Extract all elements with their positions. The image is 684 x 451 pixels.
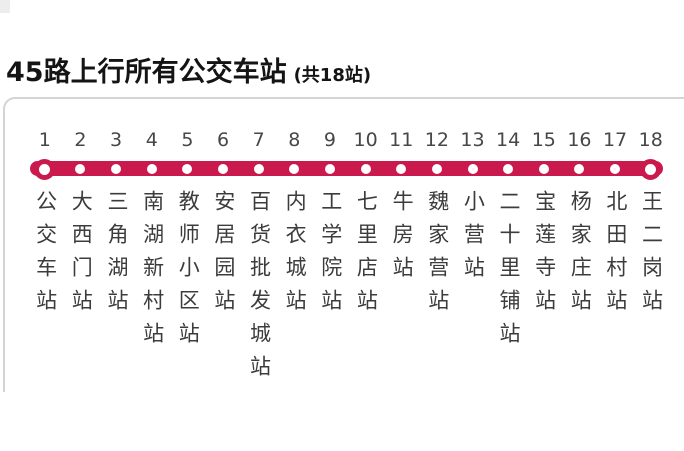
station-number: 8 (288, 129, 301, 151)
station-dot-icon (111, 164, 122, 174)
station-dot-icon (503, 164, 514, 174)
station-number: 2 (74, 129, 87, 151)
station-dot-slot (324, 152, 335, 186)
station-column: 17 北田村站 (597, 128, 633, 388)
station-count-label: (共18站) (293, 65, 372, 86)
station-column: 1 公交车站 (27, 128, 63, 388)
station-name: 魏家营站 (425, 190, 450, 322)
station-name: 宝莲寺站 (532, 190, 557, 322)
station-dot-slot (75, 152, 86, 186)
station-column: 15 宝莲寺站 (526, 128, 562, 388)
station-name: 公交车站 (33, 190, 58, 322)
station-name: 教师小区站 (176, 190, 201, 355)
station-column: 13 小营站 (455, 128, 491, 388)
station-number: 16 (567, 129, 592, 151)
station-dot-slot (146, 152, 157, 186)
station-number: 9 (323, 129, 336, 151)
station-dot-slot (182, 152, 193, 186)
station-dot-icon (324, 164, 335, 174)
station-name: 三角湖站 (104, 190, 129, 322)
station-name: 北田村站 (603, 190, 628, 322)
corner-artifact (0, 0, 10, 13)
station-dot-slot (111, 152, 122, 186)
station-number: 5 (181, 129, 194, 151)
station-column: 18 王二岗站 (633, 128, 669, 388)
station-name: 小营站 (461, 190, 486, 289)
station-dot-icon (75, 164, 86, 174)
station-column: 7 百货批发城站 (241, 128, 277, 388)
station-number: 7 (252, 129, 265, 151)
station-name: 南湖新村站 (140, 190, 165, 355)
station-number: 11 (389, 129, 414, 151)
station-number: 1 (38, 129, 51, 151)
station-number: 18 (638, 129, 663, 151)
station-column: 4 南湖新村站 (134, 128, 170, 388)
station-dot-slot (34, 152, 56, 186)
station-dot-icon (34, 158, 56, 180)
station-column: 10 七里店站 (348, 128, 384, 388)
station-column: 9 工学院站 (312, 128, 348, 388)
station-number: 12 (424, 129, 449, 151)
station-name: 牛房站 (390, 190, 415, 289)
station-dot-slot (253, 152, 264, 186)
station-number: 4 (145, 129, 158, 151)
station-number: 14 (496, 129, 521, 151)
station-dot-slot (574, 152, 585, 186)
station-dot-icon (396, 164, 407, 174)
station-number: 17 (602, 129, 628, 151)
station-column: 5 教师小区站 (170, 128, 206, 388)
station-name: 内衣城站 (283, 190, 308, 322)
station-dot-icon (574, 164, 585, 174)
station-name: 二十里铺站 (496, 190, 521, 355)
station-dot-icon (538, 164, 549, 174)
station-name: 百货批发城站 (247, 190, 272, 388)
station-column: 8 内衣城站 (276, 128, 312, 388)
station-dot-icon (218, 164, 229, 174)
station-dot-icon (289, 164, 300, 174)
station-dot-slot (289, 152, 300, 186)
station-column: 14 二十里铺站 (490, 128, 526, 388)
station-dot-icon (182, 164, 193, 174)
station-dot-slot (360, 152, 371, 186)
station-number: 3 (110, 129, 123, 151)
station-column: 3 三角湖站 (98, 128, 134, 388)
station-dot-slot (503, 152, 514, 186)
station-column: 2 大西门站 (63, 128, 99, 388)
station-dot-slot (218, 152, 229, 186)
station-name: 杨家庄站 (568, 190, 593, 322)
station-dot-icon (253, 164, 264, 174)
station-column: 12 魏家营站 (419, 128, 455, 388)
station-column: 16 杨家庄站 (562, 128, 598, 388)
station-number: 10 (353, 129, 378, 151)
station-name: 安居园站 (211, 190, 236, 322)
station-dot-slot (396, 152, 407, 186)
page-title: 45路上行所有公交车站 (共18站) (6, 56, 371, 93)
route-panel (3, 97, 684, 392)
station-dot-icon (360, 164, 371, 174)
station-dot-icon (640, 158, 662, 180)
station-name: 王二岗站 (639, 190, 664, 322)
station-dot-slot (610, 152, 621, 186)
station-dot-icon (610, 164, 621, 174)
station-name: 大西门站 (69, 190, 94, 322)
station-number: 13 (460, 129, 485, 151)
station-dot-slot (538, 152, 549, 186)
station-dot-icon (146, 164, 157, 174)
station-dot-icon (467, 164, 478, 174)
station-column: 11 牛房站 (383, 128, 419, 388)
station-number: 15 (531, 129, 556, 151)
station-name: 七里店站 (354, 190, 379, 322)
station-dot-slot (640, 152, 662, 186)
station-name: 工学院站 (318, 190, 343, 322)
stations-row: 1 公交车站 2 大西门站 3 三角湖站 4 南湖新村站 5 教师小区站 6 (27, 128, 669, 388)
route-title-text: 45路上行所有公交车站 (6, 57, 287, 88)
station-column: 6 安居园站 (205, 128, 241, 388)
station-dot-icon (431, 164, 442, 174)
station-dot-slot (431, 152, 442, 186)
station-number: 6 (216, 129, 230, 151)
station-dot-slot (467, 152, 478, 186)
